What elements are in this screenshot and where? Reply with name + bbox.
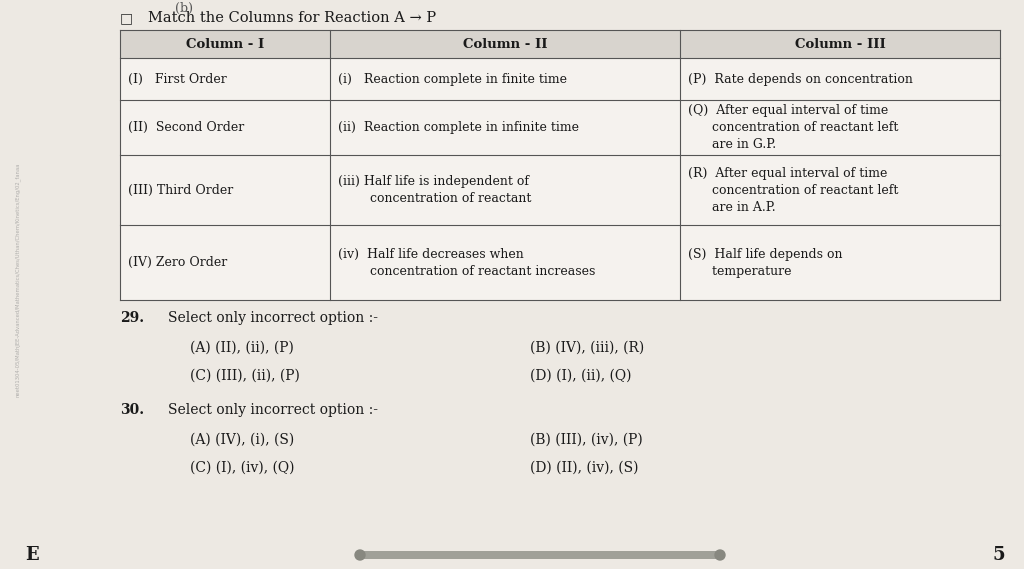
Text: (S)  Half life depends on
      temperature: (S) Half life depends on temperature [688, 248, 843, 278]
Text: (D) (I), (ii), (Q): (D) (I), (ii), (Q) [530, 369, 632, 383]
Text: (IV) Zero Order: (IV) Zero Order [128, 256, 227, 269]
Text: (P)  Rate depends on concentration: (P) Rate depends on concentration [688, 72, 912, 85]
Text: (C) (I), (iv), (Q): (C) (I), (iv), (Q) [190, 461, 295, 475]
Text: (C) (III), (ii), (P): (C) (III), (ii), (P) [190, 369, 300, 383]
Bar [120, 30, 1000, 58]
Text: (iv)  Half life decreases when
        concentration of reactant increases: (iv) Half life decreases when concentrat… [338, 248, 595, 278]
Text: (B) (III), (iv), (P): (B) (III), (iv), (P) [530, 433, 643, 447]
Circle shape [715, 550, 725, 560]
Text: Column - I: Column - I [186, 38, 264, 51]
Text: 30.: 30. [120, 403, 144, 417]
Bar [120, 30, 1000, 300]
Text: neet01304-05/MathJEE-Advanced/Mathematics/Ches/Uthan/Chem/Kinetics/Eng/02_fanaa: neet01304-05/MathJEE-Advanced/Mathematic… [15, 163, 20, 397]
Text: (b): (b) [175, 2, 193, 14]
Text: E: E [25, 546, 39, 564]
Text: Match the Columns for Reaction A → P: Match the Columns for Reaction A → P [148, 11, 436, 25]
Bar [360, 551, 720, 559]
Text: (II)  Second Order: (II) Second Order [128, 121, 245, 134]
Text: (i)   Reaction complete in finite time: (i) Reaction complete in finite time [338, 72, 567, 85]
Text: Column - II: Column - II [463, 38, 547, 51]
Text: Select only incorrect option :-: Select only incorrect option :- [168, 311, 378, 325]
Text: (III) Third Order: (III) Third Order [128, 183, 233, 196]
Circle shape [355, 550, 365, 560]
Text: (iii) Half life is independent of
        concentration of reactant: (iii) Half life is independent of concen… [338, 175, 531, 205]
Text: (R)  After equal interval of time
      concentration of reactant left
      are: (R) After equal interval of time concent… [688, 167, 898, 213]
Text: 5: 5 [992, 546, 1005, 564]
Text: □: □ [120, 11, 133, 25]
Text: (I)   First Order: (I) First Order [128, 72, 226, 85]
Text: (A) (IV), (i), (S): (A) (IV), (i), (S) [190, 433, 294, 447]
Text: (ii)  Reaction complete in infinite time: (ii) Reaction complete in infinite time [338, 121, 579, 134]
Text: (A) (II), (ii), (P): (A) (II), (ii), (P) [190, 341, 294, 355]
Text: 29.: 29. [120, 311, 144, 325]
Text: Select only incorrect option :-: Select only incorrect option :- [168, 403, 378, 417]
Text: Column - III: Column - III [795, 38, 886, 51]
Text: (D) (II), (iv), (S): (D) (II), (iv), (S) [530, 461, 639, 475]
Text: (Q)  After equal interval of time
      concentration of reactant left
      are: (Q) After equal interval of time concent… [688, 104, 898, 151]
Text: (B) (IV), (iii), (R): (B) (IV), (iii), (R) [530, 341, 644, 355]
